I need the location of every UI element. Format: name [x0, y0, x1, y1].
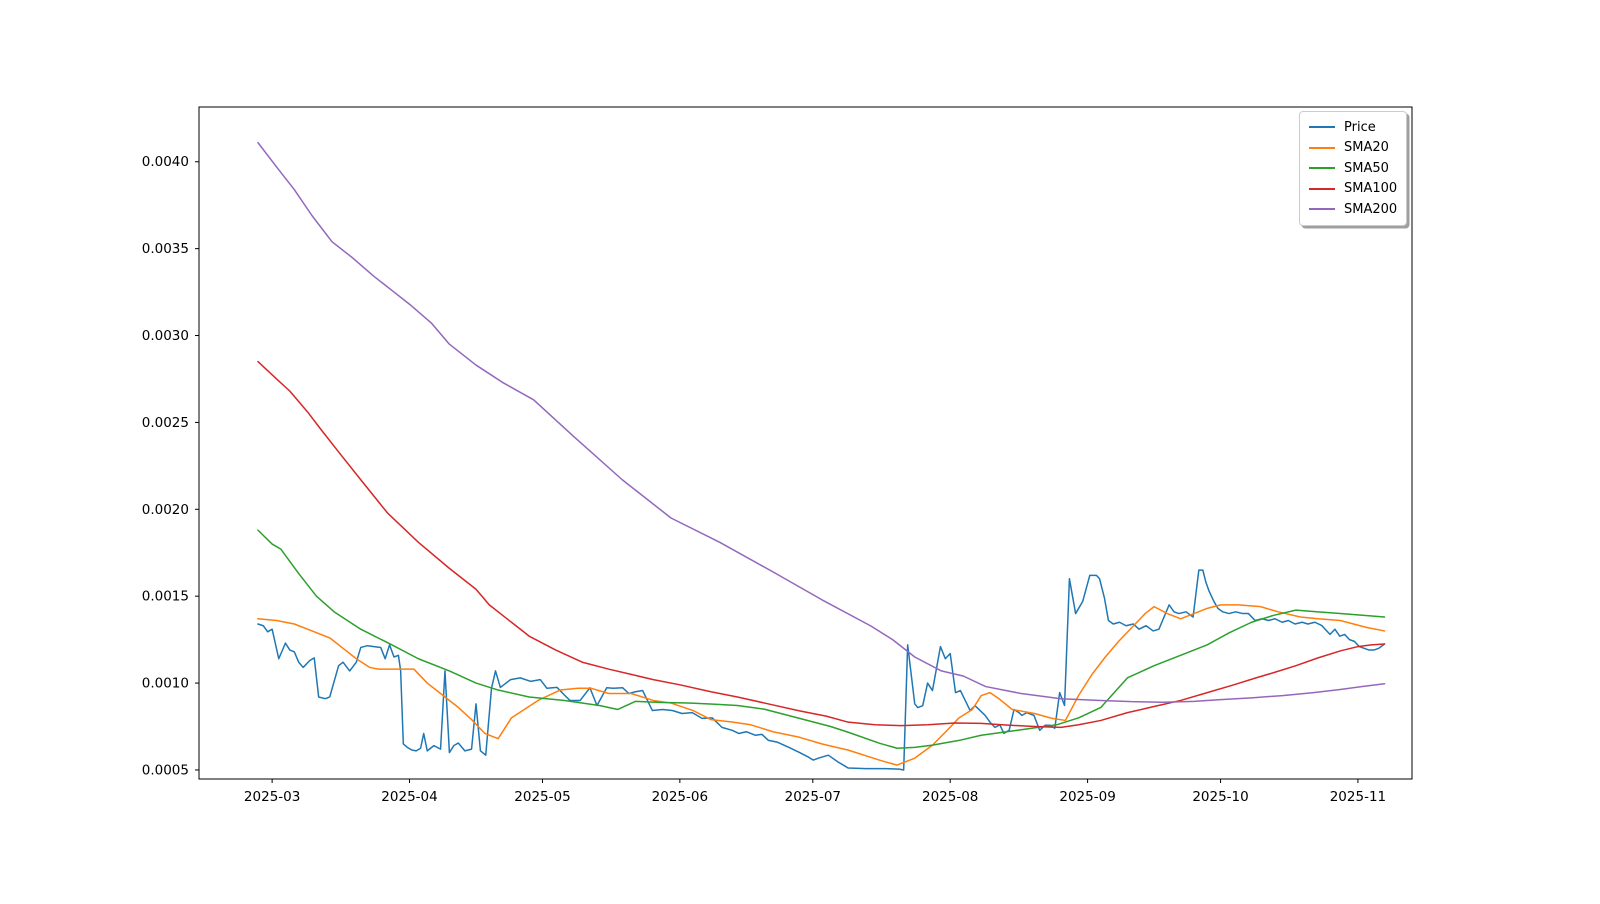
plot-area-border — [198, 106, 1413, 780]
legend-line-swatch — [1309, 208, 1335, 211]
y-axis-tick-label: 0.0025 — [142, 415, 189, 431]
y-axis-tick-label: 0.0030 — [142, 328, 189, 344]
legend-line-swatch — [1309, 187, 1335, 190]
series-line-price — [257, 569, 1386, 771]
y-axis-tick-label: 0.0035 — [142, 241, 189, 257]
legend-item-sma20: SMA20 — [1309, 138, 1397, 159]
x-axis-tick-label: 2025-06 — [652, 789, 708, 805]
x-axis-tick-label: 2025-10 — [1192, 789, 1248, 805]
series-line-sma200 — [257, 141, 1386, 703]
x-axis-tick-label: 2025-04 — [381, 789, 437, 805]
y-axis-tick-label: 0.0015 — [142, 589, 189, 605]
legend-item-sma200: SMA200 — [1309, 199, 1397, 220]
legend-line-swatch — [1309, 126, 1335, 129]
legend-label: Price — [1344, 119, 1376, 135]
legend-item-sma50: SMA50 — [1309, 158, 1397, 179]
legend-line-swatch — [1309, 167, 1335, 170]
legend-line-swatch — [1309, 146, 1335, 149]
y-axis-tick-label: 0.0040 — [142, 154, 189, 170]
legend-label: SMA100 — [1344, 181, 1398, 197]
y-axis-tick-label: 0.0005 — [142, 762, 189, 778]
series-line-sma100 — [257, 360, 1386, 729]
legend-item-sma100: SMA100 — [1309, 179, 1397, 200]
x-axis-tick-label: 2025-05 — [514, 789, 570, 805]
y-axis-tick-label: 0.0020 — [142, 502, 189, 518]
legend-item-price: Price — [1309, 117, 1397, 138]
legend-label: SMA200 — [1344, 201, 1398, 217]
y-axis-tick-label: 0.0010 — [142, 676, 189, 692]
legend-label: SMA20 — [1344, 140, 1389, 156]
x-axis-tick-label: 2025-07 — [785, 789, 841, 805]
series-line-sma20 — [257, 604, 1386, 766]
legend-label: SMA50 — [1344, 160, 1389, 176]
series-line-sma50 — [257, 529, 1386, 749]
x-axis-tick-label: 2025-03 — [244, 789, 300, 805]
legend: Price SMA20 SMA50 SMA100 SMA200 — [1299, 111, 1408, 226]
x-axis-tick-label: 2025-08 — [922, 789, 978, 805]
x-axis-tick-label: 2025-09 — [1059, 789, 1115, 805]
x-axis-tick-label: 2025-11 — [1330, 789, 1386, 805]
